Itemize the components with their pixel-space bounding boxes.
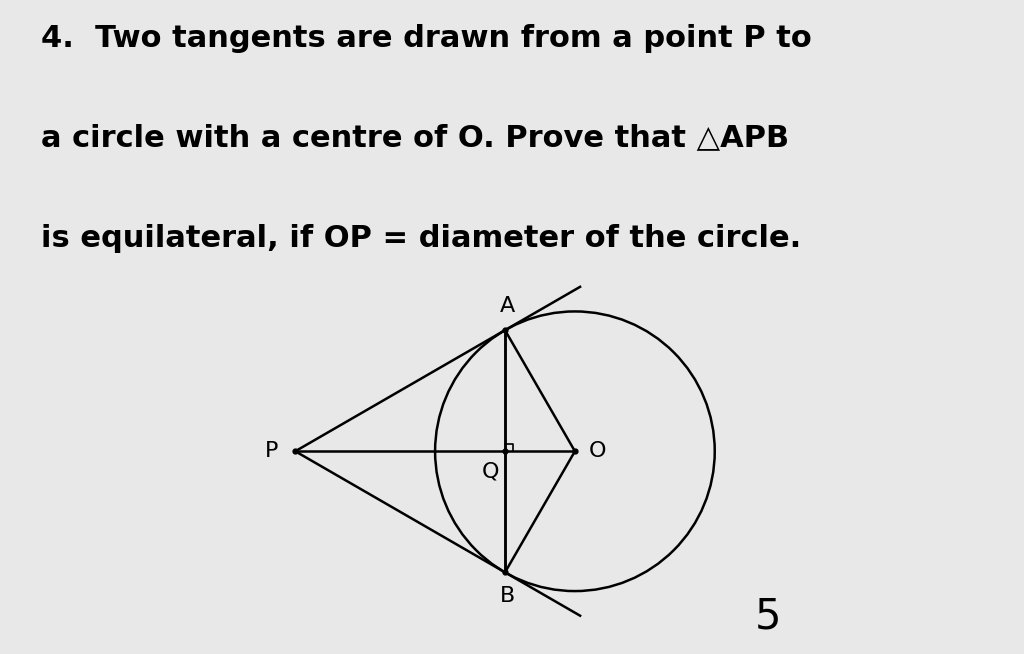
Text: 4.  Two tangents are drawn from a point P to: 4. Two tangents are drawn from a point P… xyxy=(41,24,812,52)
Text: A: A xyxy=(500,296,515,316)
Text: P: P xyxy=(265,441,279,461)
Text: 5: 5 xyxy=(755,596,781,638)
Text: B: B xyxy=(500,587,515,606)
Text: a circle with a centre of O. Prove that △APB: a circle with a centre of O. Prove that … xyxy=(41,124,790,152)
Text: Q: Q xyxy=(482,461,500,481)
Text: is equilateral, if OP = diameter of the circle.: is equilateral, if OP = diameter of the … xyxy=(41,224,801,252)
Text: O: O xyxy=(589,441,606,461)
